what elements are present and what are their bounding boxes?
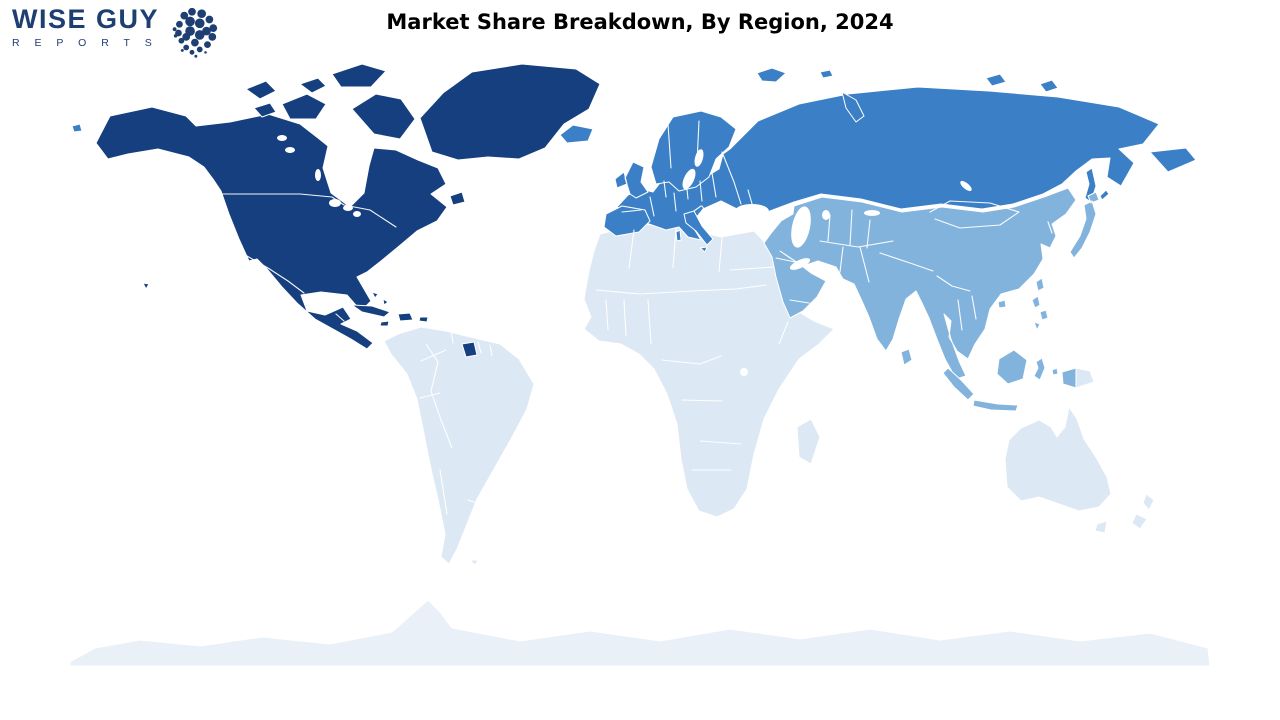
wise-guy-reports-logo: WISE GUY R E P O R T S xyxy=(12,6,221,62)
borders-asia xyxy=(775,200,1053,331)
borders-africa xyxy=(595,227,789,471)
borders-north-america xyxy=(216,193,397,332)
antarctica-landmass xyxy=(69,599,1211,667)
logo-brand-subtitle: R E P O R T S xyxy=(12,37,158,49)
dotted-head-icon xyxy=(172,7,218,58)
australia-landmass xyxy=(1004,406,1112,512)
arctic-russian-islands xyxy=(71,67,1059,133)
north-america-mainland xyxy=(95,106,448,350)
caribbean-islands xyxy=(142,282,429,327)
asia-islands xyxy=(900,191,1100,412)
borders-south-america xyxy=(419,329,493,515)
oceania-islands xyxy=(1075,367,1155,534)
borders-europe xyxy=(621,120,756,217)
south-america-landmass xyxy=(383,326,535,566)
uk-ireland-iceland-islands xyxy=(559,124,649,199)
iberia-landmass xyxy=(603,205,651,237)
scandinavia-landmass xyxy=(650,110,737,192)
logo-brand-name: WISE GUY xyxy=(12,4,160,34)
french-guiana-patch xyxy=(461,341,478,358)
asia-mainland xyxy=(763,187,1077,380)
canadian-arctic-islands xyxy=(245,63,466,206)
europe-russia-landmass xyxy=(616,86,1160,241)
italy-peninsula xyxy=(675,210,714,253)
page-title: Market Share Breakdown, By Region, 2024 xyxy=(386,10,894,34)
greenland-landmass xyxy=(419,63,601,161)
logo-text: WISE GUY R E P O R T S xyxy=(12,6,159,49)
